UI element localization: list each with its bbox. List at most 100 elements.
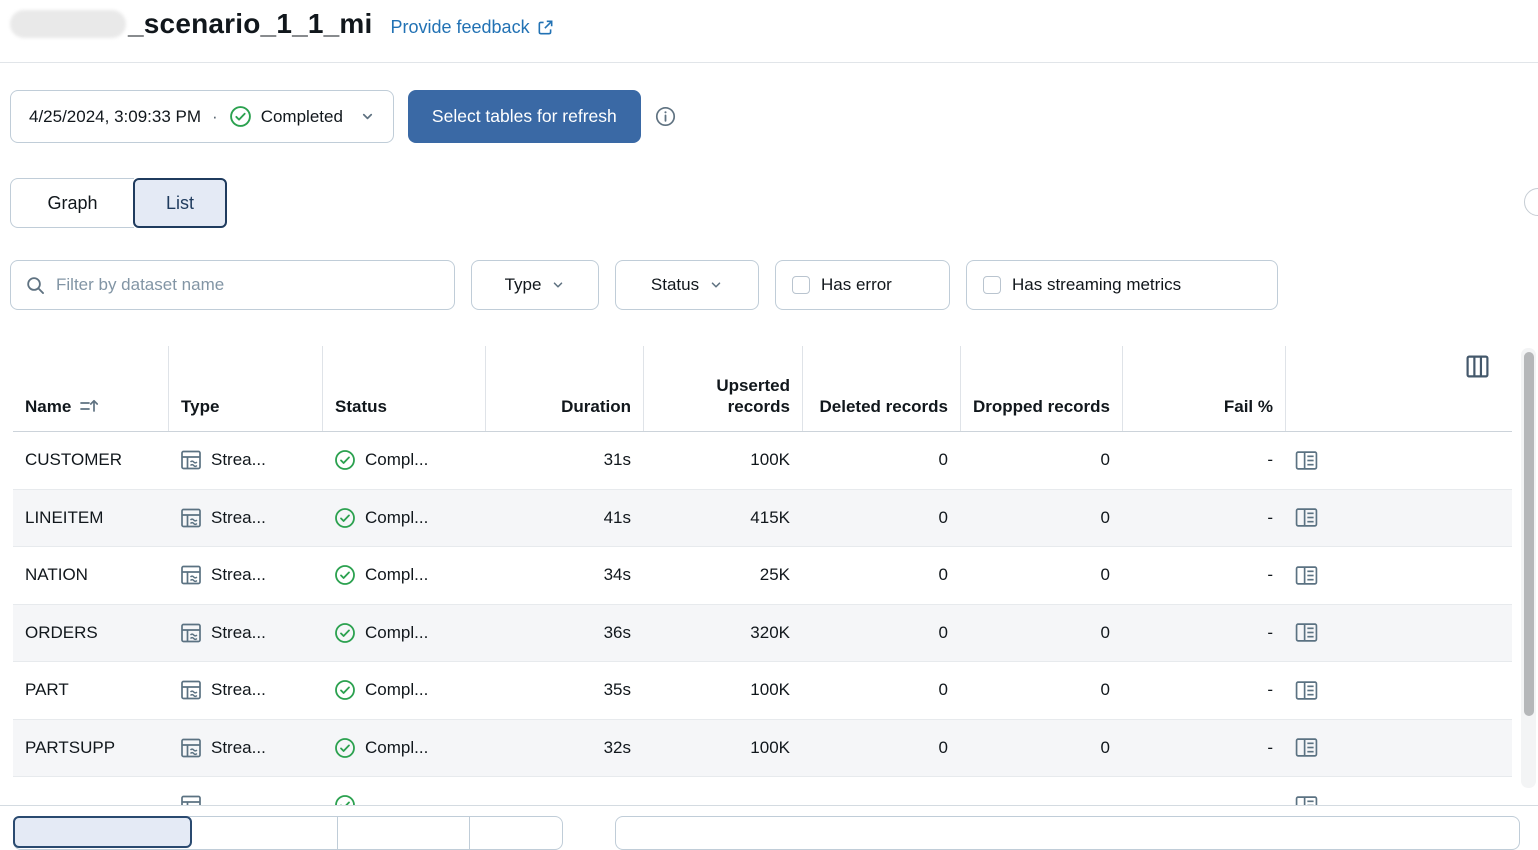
view-toggle: Graph List (10, 178, 227, 228)
streaming-table-icon (180, 737, 202, 759)
upserted-records-value: 25K (759, 565, 790, 585)
dataset-name[interactable]: PARTSUPP (25, 737, 116, 757)
external-link-icon (537, 19, 554, 36)
status-success-icon (334, 679, 356, 701)
dataset-status-cell: Compl... (322, 737, 485, 759)
bottom-segment[interactable] (470, 817, 562, 849)
search-input[interactable] (56, 275, 440, 295)
dataset-type-label: Strea... (211, 450, 266, 470)
has-streaming-metrics-checkbox[interactable] (983, 276, 1001, 294)
chevron-down-icon (551, 278, 565, 292)
upserted-records-value: 100K (750, 737, 790, 757)
manage-columns-icon[interactable] (1465, 354, 1490, 379)
sort-ascending-icon (79, 397, 99, 416)
open-details-panel-icon[interactable] (1295, 450, 1333, 471)
deleted-records-value: 0 (938, 680, 948, 700)
dataset-status-label: Compl... (365, 565, 429, 585)
duration-value: 32s (603, 737, 631, 757)
duration-value: 35s (603, 680, 631, 700)
fail-percent-value: - (1267, 507, 1273, 527)
column-header-actions (1285, 346, 1345, 431)
column-header-type[interactable]: Type (168, 346, 322, 431)
table-row[interactable]: PART Strea... Compl... (13, 662, 1512, 720)
run-selector-dropdown[interactable]: 4/25/2024, 3:09:33 PM · Completed (10, 90, 394, 143)
status-success-icon (229, 105, 252, 128)
provide-feedback-link[interactable]: Provide feedback (390, 17, 553, 38)
header-divider (0, 62, 1538, 63)
duration-value: 41s (603, 507, 631, 527)
column-header-dropped[interactable]: Dropped records (960, 346, 1122, 431)
column-header-status[interactable]: Status (322, 346, 485, 431)
fail-percent-value: - (1267, 737, 1273, 757)
streaming-table-icon (180, 507, 202, 529)
type-filter-dropdown[interactable]: Type (471, 260, 599, 310)
dataset-status-cell: Compl... (322, 679, 485, 701)
deleted-records-value: 0 (938, 450, 948, 470)
fail-percent-value: - (1267, 680, 1273, 700)
dataset-type-cell: Strea... (168, 449, 322, 471)
bottom-segment[interactable] (338, 817, 471, 849)
open-details-panel-icon[interactable] (1295, 680, 1333, 701)
column-header-name[interactable]: Name (13, 346, 168, 431)
table-row[interactable]: PARTSUPP Strea... Compl... (13, 719, 1512, 777)
info-icon[interactable] (655, 106, 676, 127)
column-header-duration[interactable]: Duration (485, 346, 643, 431)
dataset-name[interactable]: LINEITEM (25, 507, 104, 527)
has-error-checkbox[interactable] (792, 276, 810, 294)
status-success-icon (334, 794, 356, 805)
open-details-panel-icon[interactable] (1295, 507, 1333, 528)
has-error-filter[interactable]: Has error (775, 260, 950, 310)
deleted-records-value: 0 (938, 565, 948, 585)
deleted-records-value: 0 (938, 507, 948, 527)
tab-list[interactable]: List (133, 178, 227, 228)
dataset-type-label: Strea... (211, 565, 266, 585)
page-title: _scenario_1_1_mi (128, 8, 373, 39)
streaming-table-icon (180, 564, 202, 586)
dataset-status-label: Compl... (365, 737, 429, 757)
chevron-down-icon (360, 109, 375, 124)
dataset-name[interactable]: CUSTOMER (25, 450, 122, 470)
streaming-table-icon (180, 794, 202, 805)
dataset-search[interactable] (10, 260, 455, 310)
open-details-panel-icon[interactable] (1295, 565, 1333, 586)
dropped-records-value: 0 (1100, 622, 1110, 642)
duration-value: 34s (603, 565, 631, 585)
tab-graph[interactable]: Graph (10, 178, 134, 228)
column-header-name-label: Name (25, 396, 72, 416)
bottom-segment[interactable] (192, 817, 339, 849)
bottom-panel[interactable] (615, 816, 1520, 850)
bottom-segment-selected[interactable] (13, 816, 192, 848)
clipped-edge-button[interactable] (1524, 188, 1538, 216)
fail-percent-value: - (1267, 622, 1273, 642)
table-row[interactable]: LINEITEM Strea... Compl... (13, 489, 1512, 547)
open-details-panel-icon[interactable] (1295, 737, 1333, 758)
column-header-fail[interactable]: Fail % (1122, 346, 1285, 431)
run-timestamp: 4/25/2024, 3:09:33 PM (29, 106, 202, 126)
dataset-name[interactable]: ORDERS (25, 622, 98, 642)
vertical-scrollbar-track[interactable] (1521, 348, 1536, 788)
column-header-deleted[interactable]: Deleted records (802, 346, 960, 431)
dataset-status-label: Compl... (365, 450, 429, 470)
has-streaming-metrics-filter[interactable]: Has streaming metrics (966, 260, 1278, 310)
table-row-partial[interactable] (13, 777, 1512, 805)
upserted-records-value: 100K (750, 680, 790, 700)
upserted-records-value: 320K (750, 622, 790, 642)
status-filter-dropdown[interactable]: Status (615, 260, 759, 310)
search-icon (25, 275, 46, 296)
vertical-scrollbar-thumb[interactable] (1524, 352, 1534, 716)
open-details-panel-icon[interactable] (1295, 795, 1333, 805)
streaming-table-icon (180, 679, 202, 701)
status-success-icon (334, 449, 356, 471)
dataset-name[interactable]: NATION (25, 565, 88, 585)
column-header-upserted[interactable]: Upserted records (643, 346, 802, 431)
status-filter-label: Status (650, 275, 700, 294)
select-tables-refresh-button[interactable]: Select tables for refresh (407, 90, 641, 143)
dataset-name[interactable]: PART (25, 680, 69, 700)
table-row[interactable]: CUSTOMER Strea... Compl... (13, 432, 1512, 490)
table-row[interactable]: ORDERS Strea... Compl... (13, 604, 1512, 662)
open-details-panel-icon[interactable] (1295, 622, 1333, 643)
deleted-records-value: 0 (938, 622, 948, 642)
dataset-type-label: Strea... (211, 737, 266, 757)
table-row[interactable]: NATION Strea... Compl... (13, 547, 1512, 605)
dataset-status-cell: Compl... (322, 449, 485, 471)
